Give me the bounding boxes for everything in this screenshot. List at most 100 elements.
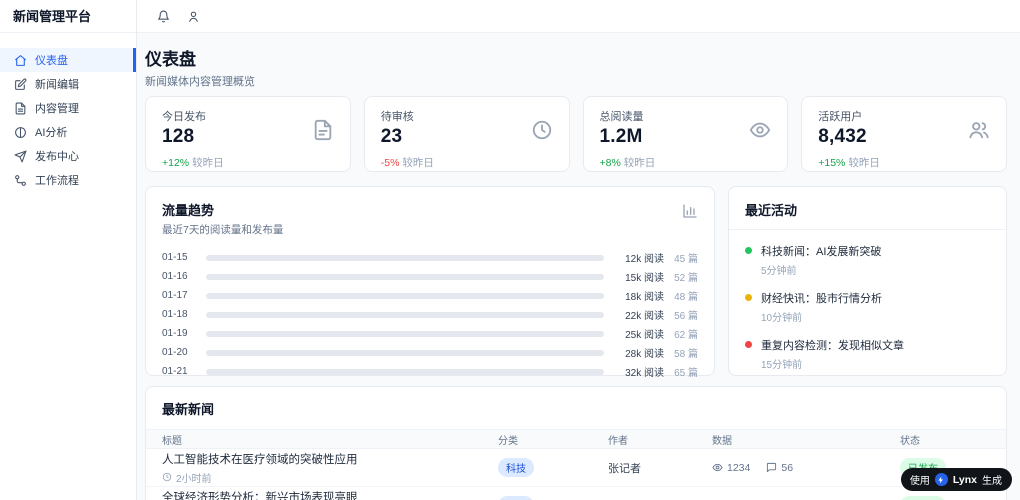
table-title: 最新新闻 — [146, 387, 1006, 430]
news-table-row[interactable]: 人工智能技术在医疗领域的突破性应用2小时前科技张记者123456已发布 — [146, 449, 1006, 487]
chart-reads-value: 18k 阅读 — [625, 292, 664, 303]
stat-value: 23 — [380, 126, 403, 147]
sidebar-item-publish-center[interactable]: 发布中心 — [0, 144, 136, 168]
status-dot — [745, 341, 752, 348]
traffic-bar-chart: 01-15 12k 阅读 45 篇 01-16 15k 阅读 52 篇 01-17 18k 阅… — [162, 248, 698, 381]
chart-category-label: 01-17 — [162, 290, 188, 301]
chart-category-label: 01-18 — [162, 309, 188, 320]
chart-row-01-16: 01-16 15k 阅读 52 篇 — [162, 267, 698, 286]
chart-row-01-19: 01-19 25k 阅读 62 篇 — [162, 324, 698, 343]
stat-trend: +12% 较昨日 — [162, 155, 334, 170]
watermark-brand: Lynx — [952, 473, 977, 486]
status-badge: 已发布 — [900, 496, 946, 500]
column-header: 数据 — [712, 435, 732, 447]
sidebar-item-content-management[interactable]: 内容管理 — [0, 96, 136, 120]
file-icon — [312, 119, 334, 141]
activity-title: 最近活动 — [729, 187, 1006, 230]
table-header-row: 标题 分类 作者 数据 状态 — [146, 430, 1006, 449]
users-icon — [968, 119, 990, 141]
trend-percent: +12% — [162, 157, 190, 169]
chart-count-value: 52 篇 — [674, 273, 698, 284]
trend-suffix: 较昨日 — [848, 157, 880, 169]
stat-card-eye: 总阅读量 1.2M +8% 较昨日 — [582, 96, 789, 172]
activity-text: 财经快讯：股市行情分析 — [761, 293, 882, 305]
sidebar-item-label: 发布中心 — [35, 151, 79, 163]
activity-item[interactable]: 科技新闻：AI发展新突破 5分钟前 — [745, 243, 990, 277]
workflow-icon — [14, 174, 27, 187]
notifications-button[interactable] — [157, 8, 173, 24]
chart-row-01-15: 01-15 12k 阅读 45 篇 — [162, 248, 698, 267]
activity-text: 重复内容检测：发现相似文章 — [761, 340, 904, 352]
stat-value: 1.2M — [599, 126, 643, 147]
chart-count-value: 45 篇 — [674, 254, 698, 265]
chart-row-01-18: 01-18 22k 阅读 56 篇 — [162, 305, 698, 324]
topbar — [137, 0, 1020, 33]
stat-value: 8,432 — [818, 126, 867, 147]
lynx-watermark[interactable]: 使用 Lynx 生成 — [900, 468, 1012, 491]
sidebar-item-workflow[interactable]: 工作流程 — [0, 168, 136, 192]
activity-item[interactable]: 重复内容检测：发现相似文章 15分钟前 — [745, 337, 990, 371]
chart-bar-track — [206, 349, 604, 356]
sidebar-item-label: 内容管理 — [35, 103, 79, 115]
table-body: 人工智能技术在医疗领域的突破性应用2小时前科技张记者123456已发布全球经济形… — [146, 449, 1006, 500]
news-title: 人工智能技术在医疗领域的突破性应用 — [162, 453, 358, 466]
activity-time: 10分钟前 — [761, 313, 803, 324]
news-title: 全球经济形势分析：新兴市场表现亮眼 — [162, 491, 358, 500]
trend-suffix: 较昨日 — [402, 157, 434, 169]
bell-icon — [157, 10, 170, 23]
sidebar-menu: 仪表盘新闻编辑内容管理 AI分析发布中心工作流程 — [0, 33, 136, 192]
lynx-logo-icon — [934, 473, 948, 486]
trend-percent: +8% — [599, 157, 621, 169]
column-header: 标题 — [162, 435, 182, 447]
chart-bar-track — [206, 330, 604, 337]
trend-percent: -5% — [380, 157, 400, 169]
chart-count-value: 56 篇 — [674, 311, 698, 322]
sidebar-item-label: 工作流程 — [35, 175, 79, 187]
chart-bar-track — [206, 273, 604, 280]
chart-reads-value: 15k 阅读 — [625, 273, 664, 284]
chart-subtitle: 最近7天的阅读量和发布量 — [162, 224, 284, 236]
sidebar-item-ai-analysis[interactable]: AI分析 — [0, 120, 136, 144]
chart-reads-value: 28k 阅读 — [625, 349, 664, 360]
chart-reads-value: 22k 阅读 — [625, 311, 664, 322]
sidebar: 新闻管理平台 仪表盘 新闻编辑 内容管理 AI分析 发布中心 工作流程 — [0, 0, 137, 500]
eye-icon — [712, 462, 723, 473]
sidebar-item-dashboard[interactable]: 仪表盘 — [0, 48, 136, 72]
stat-label: 活跃用户 — [818, 111, 863, 123]
stat-trend: +15% 较昨日 — [818, 155, 990, 170]
stat-cards: 今日发布 128 +12% 较昨日 待审核 23 -5% 较昨日 总阅读量 1.2M +8% 较… — [145, 96, 1007, 172]
eye-icon — [749, 119, 771, 141]
chart-bar-track — [206, 311, 604, 318]
chart-reads-value: 25k 阅读 — [625, 330, 664, 341]
stat-trend: -5% 较昨日 — [381, 155, 553, 170]
chart-category-label: 01-19 — [162, 328, 188, 339]
chart-reads-value: 12k 阅读 — [625, 254, 664, 265]
stat-card-clock: 待审核 23 -5% 较昨日 — [363, 96, 570, 172]
comments-count: 56 — [781, 461, 794, 474]
activity-item[interactable]: 财经快讯：股市行情分析 10分钟前 — [745, 290, 990, 324]
status-dot — [745, 294, 752, 301]
chart-row-01-17: 01-17 18k 阅读 48 篇 — [162, 286, 698, 305]
stat-label: 今日发布 — [162, 111, 206, 123]
chart-category-label: 01-20 — [162, 347, 188, 358]
bar-chart-icon — [682, 203, 698, 219]
chart-count-value: 58 篇 — [674, 349, 698, 360]
stat-label: 总阅读量 — [599, 111, 644, 123]
chart-category-label: 01-16 — [162, 271, 188, 282]
latest-news-card: 最新新闻 标题 分类 作者 数据 状态 人工智能技术在医疗领域的突破性应用 2小时前 科技 张… — [145, 386, 1007, 500]
trend-percent: +15% — [818, 157, 846, 169]
category-badge: 科技 — [498, 458, 534, 477]
user-menu-button[interactable] — [187, 8, 203, 24]
document-icon — [14, 102, 27, 115]
chart-title: 流量趋势 — [162, 203, 215, 218]
sidebar-item-news-edit[interactable]: 新闻编辑 — [0, 72, 136, 96]
news-table-row[interactable]: 全球经济形势分析：新兴市场表现亮眼5小时前财经李编辑234589已发布 — [146, 487, 1006, 500]
send-icon — [14, 150, 27, 163]
sidebar-item-label: 仪表盘 — [35, 55, 68, 67]
stat-card-users: 活跃用户 8,432 +15% 较昨日 — [801, 96, 1007, 172]
activity-list: 科技新闻：AI发展新突破 5分钟前财经快讯：股市行情分析 10分钟前重复内容检测：发… — [729, 230, 1006, 375]
news-time: 2小时前 — [176, 473, 212, 485]
traffic-trend-card: 流量趋势 最近7天的阅读量和发布量 01-15 12k 阅读 45 篇 01-16 15… — [145, 186, 715, 379]
watermark-prefix: 使用 — [909, 476, 930, 487]
